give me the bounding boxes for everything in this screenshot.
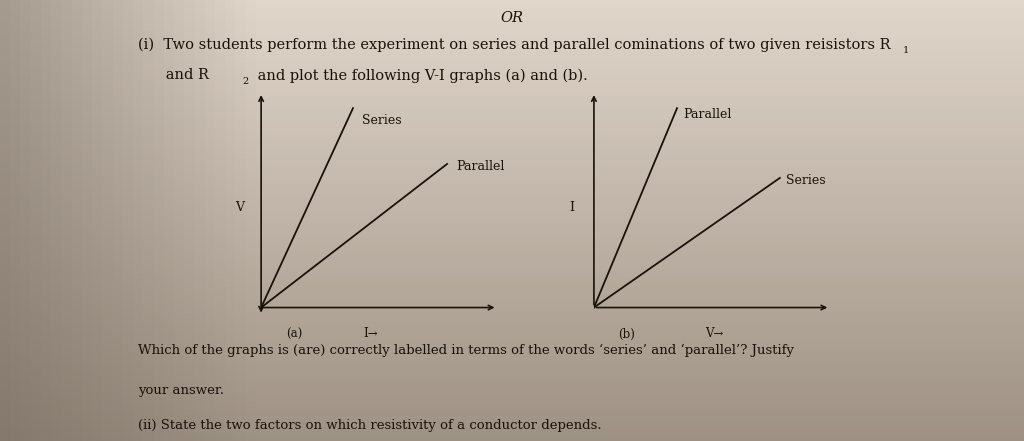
Text: your answer.: your answer. (138, 384, 224, 396)
Text: Series: Series (786, 174, 826, 187)
Text: 2: 2 (243, 77, 249, 86)
Text: V→: V→ (706, 328, 723, 340)
Text: (i)  Two students perform the experiment on series and parallel cominations of t: (i) Two students perform the experiment … (138, 37, 891, 52)
Text: OR: OR (501, 11, 523, 25)
Text: and R: and R (138, 68, 209, 82)
Text: I: I (569, 202, 574, 214)
Text: Which of the graphs is (are) correctly labelled in terms of the words ‘series’ a: Which of the graphs is (are) correctly l… (138, 344, 795, 357)
Text: Parallel: Parallel (456, 160, 504, 173)
Text: 1: 1 (903, 46, 909, 55)
Text: (ii) State the two factors on which resistivity of a conductor depends.: (ii) State the two factors on which resi… (138, 419, 602, 432)
Text: Series: Series (361, 114, 401, 127)
Text: and plot the following V-I graphs (a) and (b).: and plot the following V-I graphs (a) an… (253, 68, 588, 83)
Text: (a): (a) (286, 328, 302, 340)
Text: I→: I→ (364, 328, 378, 340)
Text: V: V (234, 202, 244, 214)
Text: (b): (b) (618, 328, 635, 340)
Text: Parallel: Parallel (684, 108, 732, 121)
